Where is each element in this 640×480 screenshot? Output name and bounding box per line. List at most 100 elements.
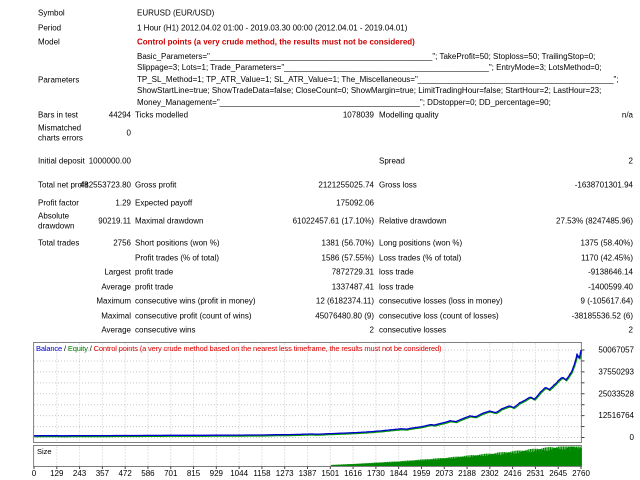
- long-positions-value: 1375 (58.40%): [580, 238, 633, 248]
- model-label: Model: [38, 37, 60, 47]
- maximal-consecutive-loss-value: -38185536.52 (6): [571, 311, 633, 321]
- svg-text:815: 815: [187, 469, 201, 478]
- svg-text:2073: 2073: [435, 469, 453, 478]
- report-row: Symbol EURUSD (EUR/USD): [0, 6, 640, 20]
- largest-profit-trade-value: 7872729.31: [331, 267, 374, 277]
- report-row: Model Control points (a very crude method…: [0, 35, 640, 49]
- svg-text:0: 0: [32, 469, 37, 478]
- ticks-modelled-value: 1078039: [342, 110, 374, 120]
- report-row: Bars in test 44294 Ticks modelled 1078039 Mo…: [0, 108, 640, 122]
- svg-text:1501: 1501: [321, 469, 339, 478]
- average-loss-trade-value: -1400599.40: [588, 282, 633, 292]
- svg-text:1730: 1730: [367, 469, 385, 478]
- avg-consecutive-wins-label: consecutive wins: [135, 325, 196, 335]
- report-row: Period 1 Hour (H1) 2012.04.02 01:00 - 201…: [0, 21, 640, 35]
- ticks-modelled-label: Ticks modelled: [135, 110, 189, 120]
- largest-label: Largest: [104, 267, 131, 277]
- period-label: Period: [38, 23, 62, 33]
- report-row: Total trades 2756 Short positions (won %) 1…: [0, 236, 640, 250]
- svg-text:1616: 1616: [344, 469, 362, 478]
- gross-profit-label: Gross profit: [135, 180, 177, 190]
- report-row: Absolute drawdown 90219.11 Maximal drawdow…: [0, 210, 640, 232]
- svg-text:243: 243: [73, 469, 87, 478]
- legend-equity-label: Equity: [67, 344, 88, 353]
- loss-trades-label: Loss trades (% of total): [379, 253, 462, 263]
- svg-text:12516764: 12516764: [598, 411, 634, 420]
- relative-drawdown-value: 27.53% (8247485.96): [556, 216, 633, 226]
- avg-consecutive-losses-value: 2: [628, 325, 633, 335]
- svg-text:1844: 1844: [390, 469, 408, 478]
- initial-deposit-label: Initial deposit: [38, 156, 85, 166]
- report-chart: Balance / Equity / Control points (a ver…: [0, 340, 640, 480]
- profit-factor-value: 1.29: [115, 198, 131, 208]
- symbol-value: EURUSD (EUR/USD): [137, 8, 215, 18]
- svg-text:2531: 2531: [527, 469, 545, 478]
- svg-text:1959: 1959: [413, 469, 431, 478]
- relative-drawdown-label: Relative drawdown: [379, 216, 447, 226]
- svg-text:0: 0: [630, 433, 635, 442]
- parameters-line: Slippage=3; Lots=1; Trade_Parameters="__…: [137, 63, 602, 73]
- total-net-profit-label: Total net profit: [38, 180, 89, 190]
- report-row: Initial deposit 1000000.00 Spread 2: [0, 150, 640, 172]
- modelling-quality-label: Modelling quality: [379, 110, 439, 120]
- report-row: Profit trades (% of total) 1586 (57.55%) L…: [0, 251, 640, 265]
- maximal-label: Maximal: [101, 311, 131, 321]
- svg-text:2760: 2760: [572, 469, 590, 478]
- maximal-drawdown-value: 61022457.61 (17.10%): [292, 216, 374, 226]
- modelling-quality-value: n/a: [621, 110, 633, 120]
- expected-payoff-label: Expected payoff: [135, 198, 193, 208]
- legend-balance-label: Balance: [36, 344, 63, 353]
- max-consecutive-losses-label: consecutive losses (loss in money): [379, 296, 503, 306]
- avg-consecutive-wins-value: 2: [369, 325, 374, 335]
- symbol-label: Symbol: [38, 8, 65, 18]
- gross-loss-value: -1638701301.94: [574, 180, 633, 190]
- svg-text:37550293: 37550293: [598, 367, 634, 376]
- maximal-consecutive-profit-label: consecutive profit (count of wins): [135, 311, 252, 321]
- svg-text:929: 929: [210, 469, 224, 478]
- svg-text:2302: 2302: [481, 469, 499, 478]
- long-positions-label: Long positions (won %): [379, 238, 463, 248]
- maximal-consecutive-loss-label: consecutive loss (count of losses): [379, 311, 499, 321]
- short-positions-label: Short positions (won %): [135, 238, 220, 248]
- bars-in-test-label: Bars in test: [38, 110, 79, 120]
- svg-text:701: 701: [164, 469, 178, 478]
- gross-loss-label: Gross loss: [379, 180, 417, 190]
- svg-text:357: 357: [96, 469, 110, 478]
- bars-in-test-value: 44294: [108, 110, 131, 120]
- max-consecutive-wins-value: 12 (6182374.11): [315, 296, 374, 306]
- loss-trades-value: 1170 (42.45%): [581, 253, 633, 263]
- size-panel-label: Size: [37, 447, 52, 456]
- chart-legend: Balance / Equity / Control points (a ver…: [36, 344, 442, 353]
- svg-text:2416: 2416: [504, 469, 522, 478]
- report-row: Average consecutive wins 2 consecutive loss…: [0, 323, 640, 337]
- legend-warning-text: Control points (a very crude method base…: [93, 344, 442, 353]
- profit-trades-value: 1586 (57.55%): [321, 253, 374, 263]
- report-row: Maximum consecutive wins (profit in money…: [0, 294, 640, 308]
- report-row: Parameters Basic_Parameters="____________…: [0, 51, 640, 108]
- total-net-profit-value: 482553723.80: [79, 180, 131, 190]
- total-trades-label: Total trades: [38, 238, 80, 248]
- max-consecutive-wins-label: consecutive wins (profit in money): [135, 296, 256, 306]
- maximum-label: Maximum: [96, 296, 131, 306]
- report-table: Symbol EURUSD (EUR/USD) Period 1 Hour (H1) …: [0, 6, 640, 337]
- parameters-line: Basic_Parameters="______________________…: [137, 52, 596, 61]
- report-row: Average profit trade 1337487.41 loss trade -…: [0, 280, 640, 294]
- average-profit-trade-value: 1337487.41: [331, 282, 374, 292]
- avg-consecutive-losses-label: consecutive losses: [379, 325, 447, 335]
- report-row: Total net profit 482553723.80 Gross profit…: [0, 174, 640, 196]
- svg-text:2645: 2645: [549, 469, 567, 478]
- short-positions-value: 1381 (56.70%): [321, 238, 374, 248]
- largest-loss-trade-value: -9138646.14: [588, 267, 633, 277]
- svg-text:472: 472: [118, 469, 132, 478]
- balance-equity-chart-svg: 0 129 243 357 472 586 701 815 929 1044 1158 1273 138…: [32, 342, 635, 478]
- average-loss-trade-label: loss trade: [379, 282, 414, 292]
- maximal-consecutive-profit-value: 45076480.80 (9): [315, 311, 374, 321]
- largest-profit-trade-label: profit trade: [135, 267, 174, 277]
- parameters-line: TP_SL_Method=1; TP_ATR_Value=1; SL_ATR_V…: [137, 74, 619, 84]
- gross-profit-value: 2121255025.74: [318, 180, 374, 190]
- report-row: Largest profit trade 7872729.31 loss trade -…: [0, 265, 640, 279]
- profit-factor-label: Profit factor: [38, 198, 79, 208]
- average-profit-trade-label: profit trade: [135, 282, 174, 292]
- average2-label: Average: [101, 325, 131, 335]
